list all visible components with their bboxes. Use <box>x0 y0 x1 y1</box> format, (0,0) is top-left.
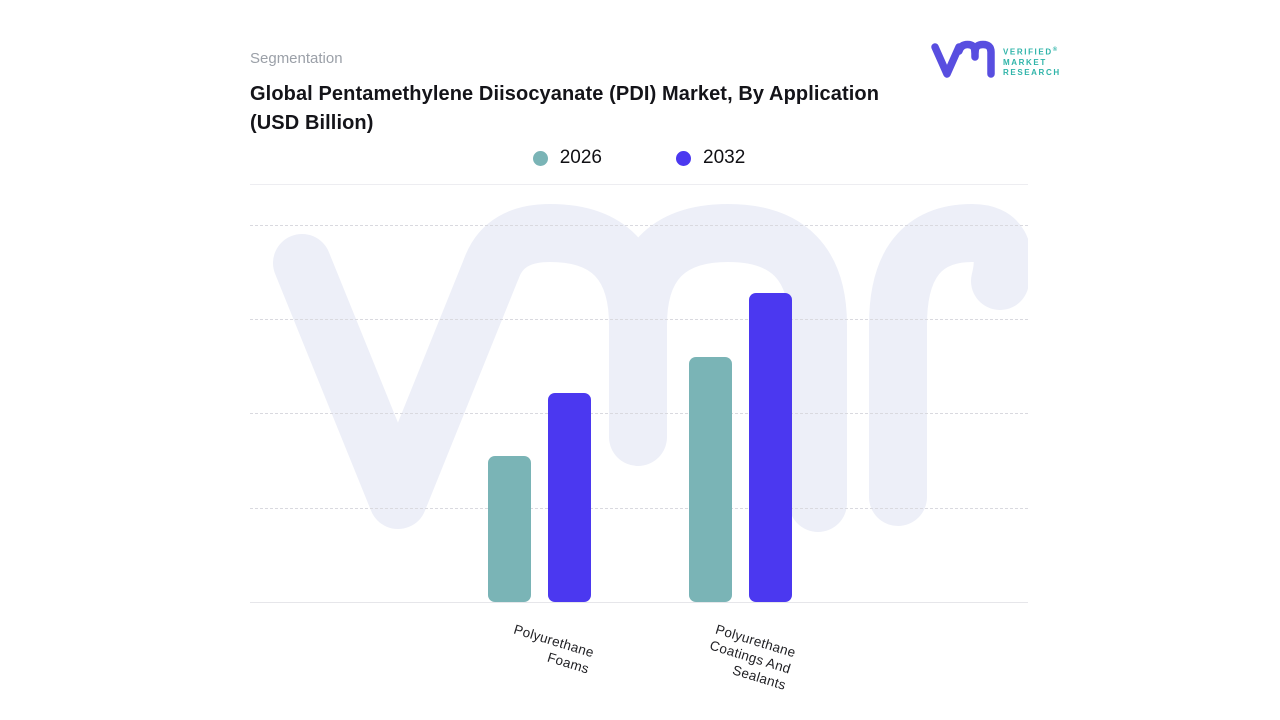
chart-title: Global Pentamethylene Diisocyanate (PDI)… <box>250 80 950 138</box>
gridline <box>250 224 1028 226</box>
plot-area: Polyurethane Foams Polyurethane Coatings … <box>250 185 1028 693</box>
legend-item-2026[interactable]: 2026 <box>532 147 602 169</box>
registered-trademark: ® <box>1052 47 1058 53</box>
gridline <box>250 318 1028 320</box>
x-axis-line <box>250 602 1028 603</box>
brand-word-verified: VERIFIED <box>1003 47 1053 57</box>
legend-dot-2026 <box>532 150 548 166</box>
legend-label-2032: 2032 <box>703 147 746 168</box>
bar-2032-polyurethane-coatings-and-sealants <box>749 292 792 602</box>
bar-2026-polyurethane-coatings-and-sealants <box>689 356 732 602</box>
chart-title-line1: Global Pentamethylene Diisocyanate (PDI)… <box>250 83 880 105</box>
brand-word-market: MARKET <box>1003 57 1047 67</box>
legend-item-2032[interactable]: 2032 <box>676 147 745 169</box>
vmr-watermark-icon <box>273 204 1028 532</box>
bar-2032-polyurethane-foams <box>548 392 591 602</box>
gridline <box>250 413 1028 415</box>
chart-legend: 2026 2032 <box>250 147 1028 169</box>
x-axis-label: Polyurethane Foams <box>512 621 597 677</box>
segmentation-label: Segmentation <box>250 50 343 67</box>
chart-title-line2: (USD Billion) <box>250 112 374 134</box>
vmr-logo-text: VERIFIED® MARKET RESEARCH <box>1003 45 1061 78</box>
header-divider <box>250 184 1028 185</box>
vmr-logo-icon <box>931 40 995 78</box>
bar-2026-polyurethane-foams <box>488 455 531 602</box>
x-axis-label: Polyurethane Coatings And Sealants <box>707 621 798 693</box>
legend-dot-2032 <box>676 150 691 166</box>
gridline <box>250 507 1028 509</box>
legend-label-2026: 2026 <box>559 147 602 168</box>
brand-word-research: RESEARCH <box>1003 67 1061 77</box>
vmr-logo: VERIFIED® MARKET RESEARCH <box>930 38 1061 82</box>
